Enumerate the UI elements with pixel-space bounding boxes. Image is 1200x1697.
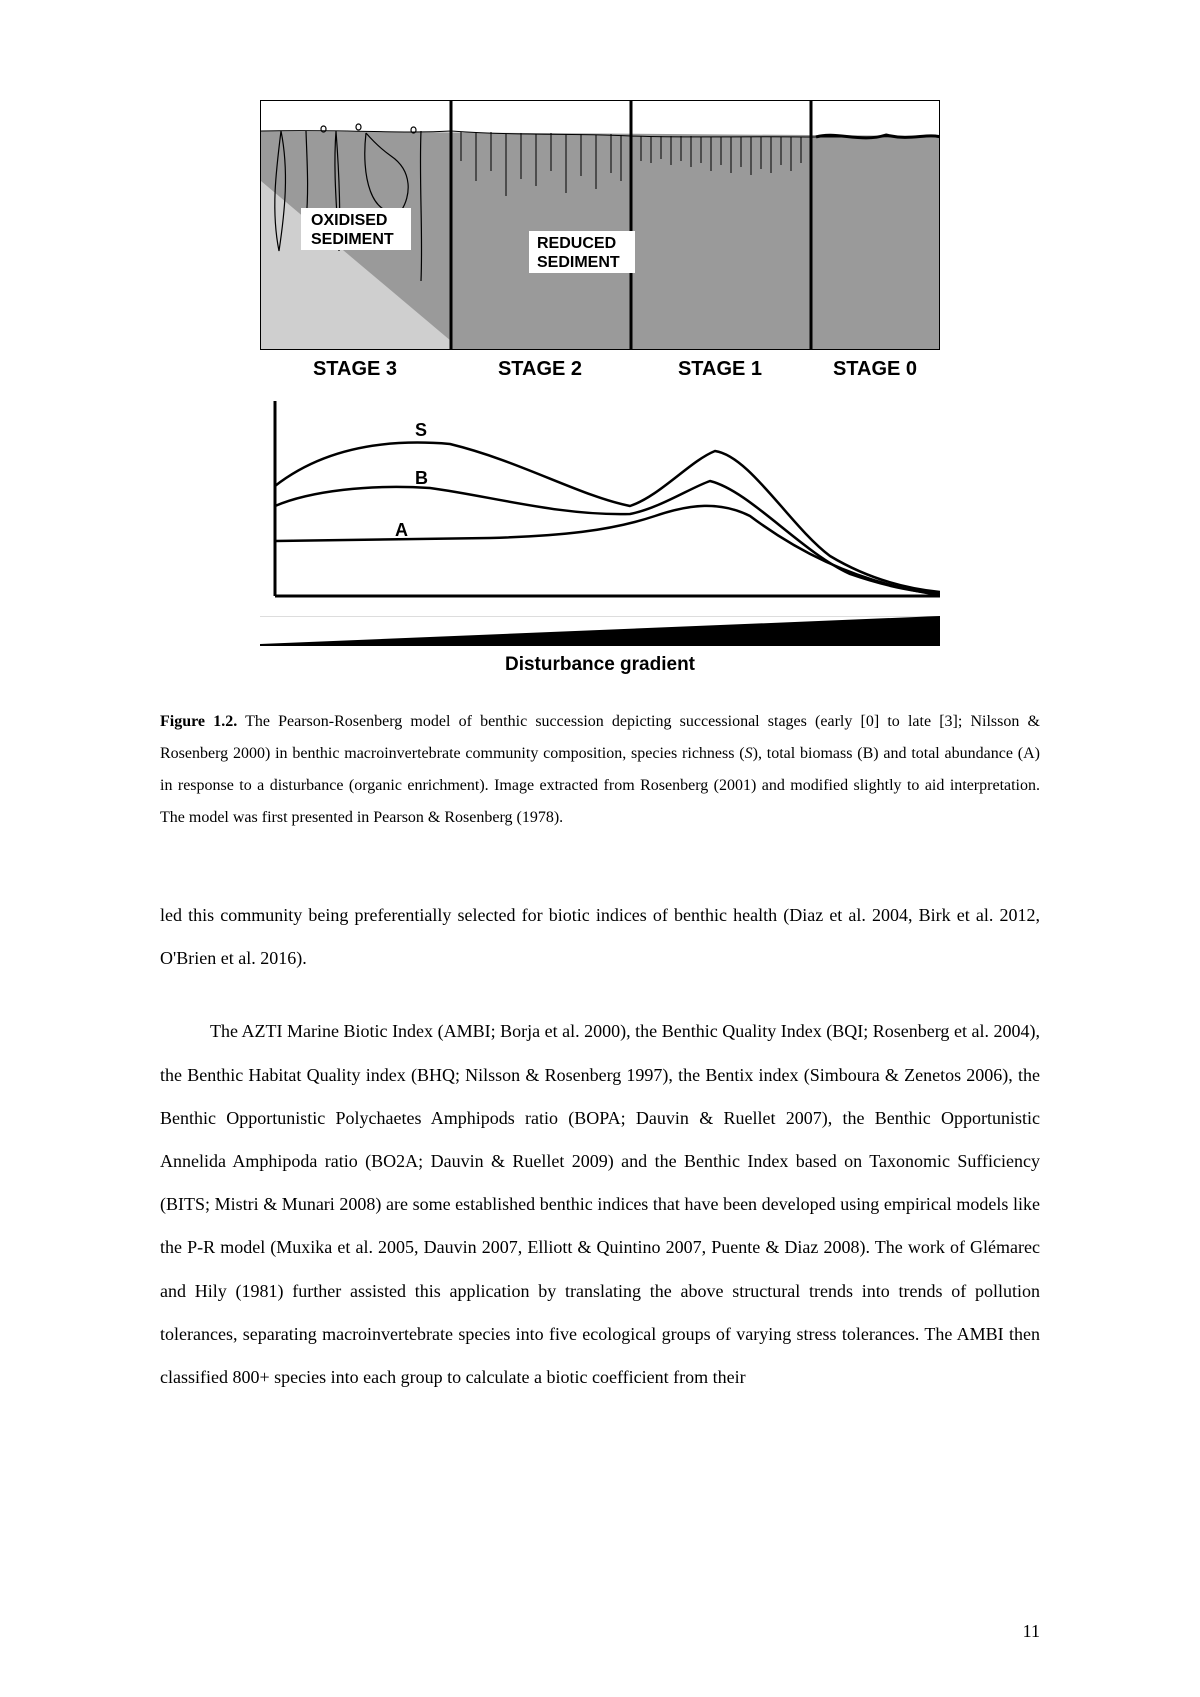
figure-caption: Figure 1.2. The Pearson-Rosenberg model …	[160, 706, 1040, 834]
reduced-label-2: SEDIMENT	[537, 254, 620, 271]
sediment-diagram: OXIDISED SEDIMENT REDUCED SEDIMENT	[260, 100, 940, 350]
figure-container: OXIDISED SEDIMENT REDUCED SEDIMENT STAGE…	[260, 100, 940, 676]
caption-label: Figure 1.2.	[160, 713, 237, 730]
sediment-svg: OXIDISED SEDIMENT REDUCED SEDIMENT	[261, 101, 940, 350]
stage-1-label: STAGE 1	[630, 358, 810, 381]
stage-2-label: STAGE 2	[450, 358, 630, 381]
page-number: 11	[1023, 1621, 1040, 1642]
stage-labels: STAGE 3 STAGE 2 STAGE 1 STAGE 0	[260, 358, 940, 381]
para-1: led this community being preferentially …	[160, 894, 1040, 980]
oxidised-label-1: OXIDISED	[311, 212, 387, 229]
wedge-label: Disturbance gradient	[505, 654, 695, 676]
body-text: led this community being preferentially …	[160, 894, 1040, 1399]
wedge-svg	[260, 616, 940, 646]
curves-svg: S B A	[260, 396, 940, 606]
wedge-row: Disturbance gradient	[260, 616, 940, 676]
para-2: The AZTI Marine Biotic Index (AMBI; Borj…	[160, 1010, 1040, 1399]
oxidised-label-2: SEDIMENT	[311, 231, 394, 248]
curve-a	[275, 506, 940, 595]
stage-3-label: STAGE 3	[260, 358, 450, 381]
curves-diagram: S B A	[260, 396, 940, 606]
curve-label-s: S	[415, 420, 427, 440]
stage-0-label: STAGE 0	[810, 358, 940, 381]
curve-label-b: B	[415, 468, 428, 488]
curve-label-a: A	[395, 520, 408, 540]
curve-b	[275, 481, 940, 594]
wedge-fill	[260, 616, 940, 646]
reduced-label-1: REDUCED	[537, 235, 616, 252]
caption-s: S	[745, 745, 753, 762]
